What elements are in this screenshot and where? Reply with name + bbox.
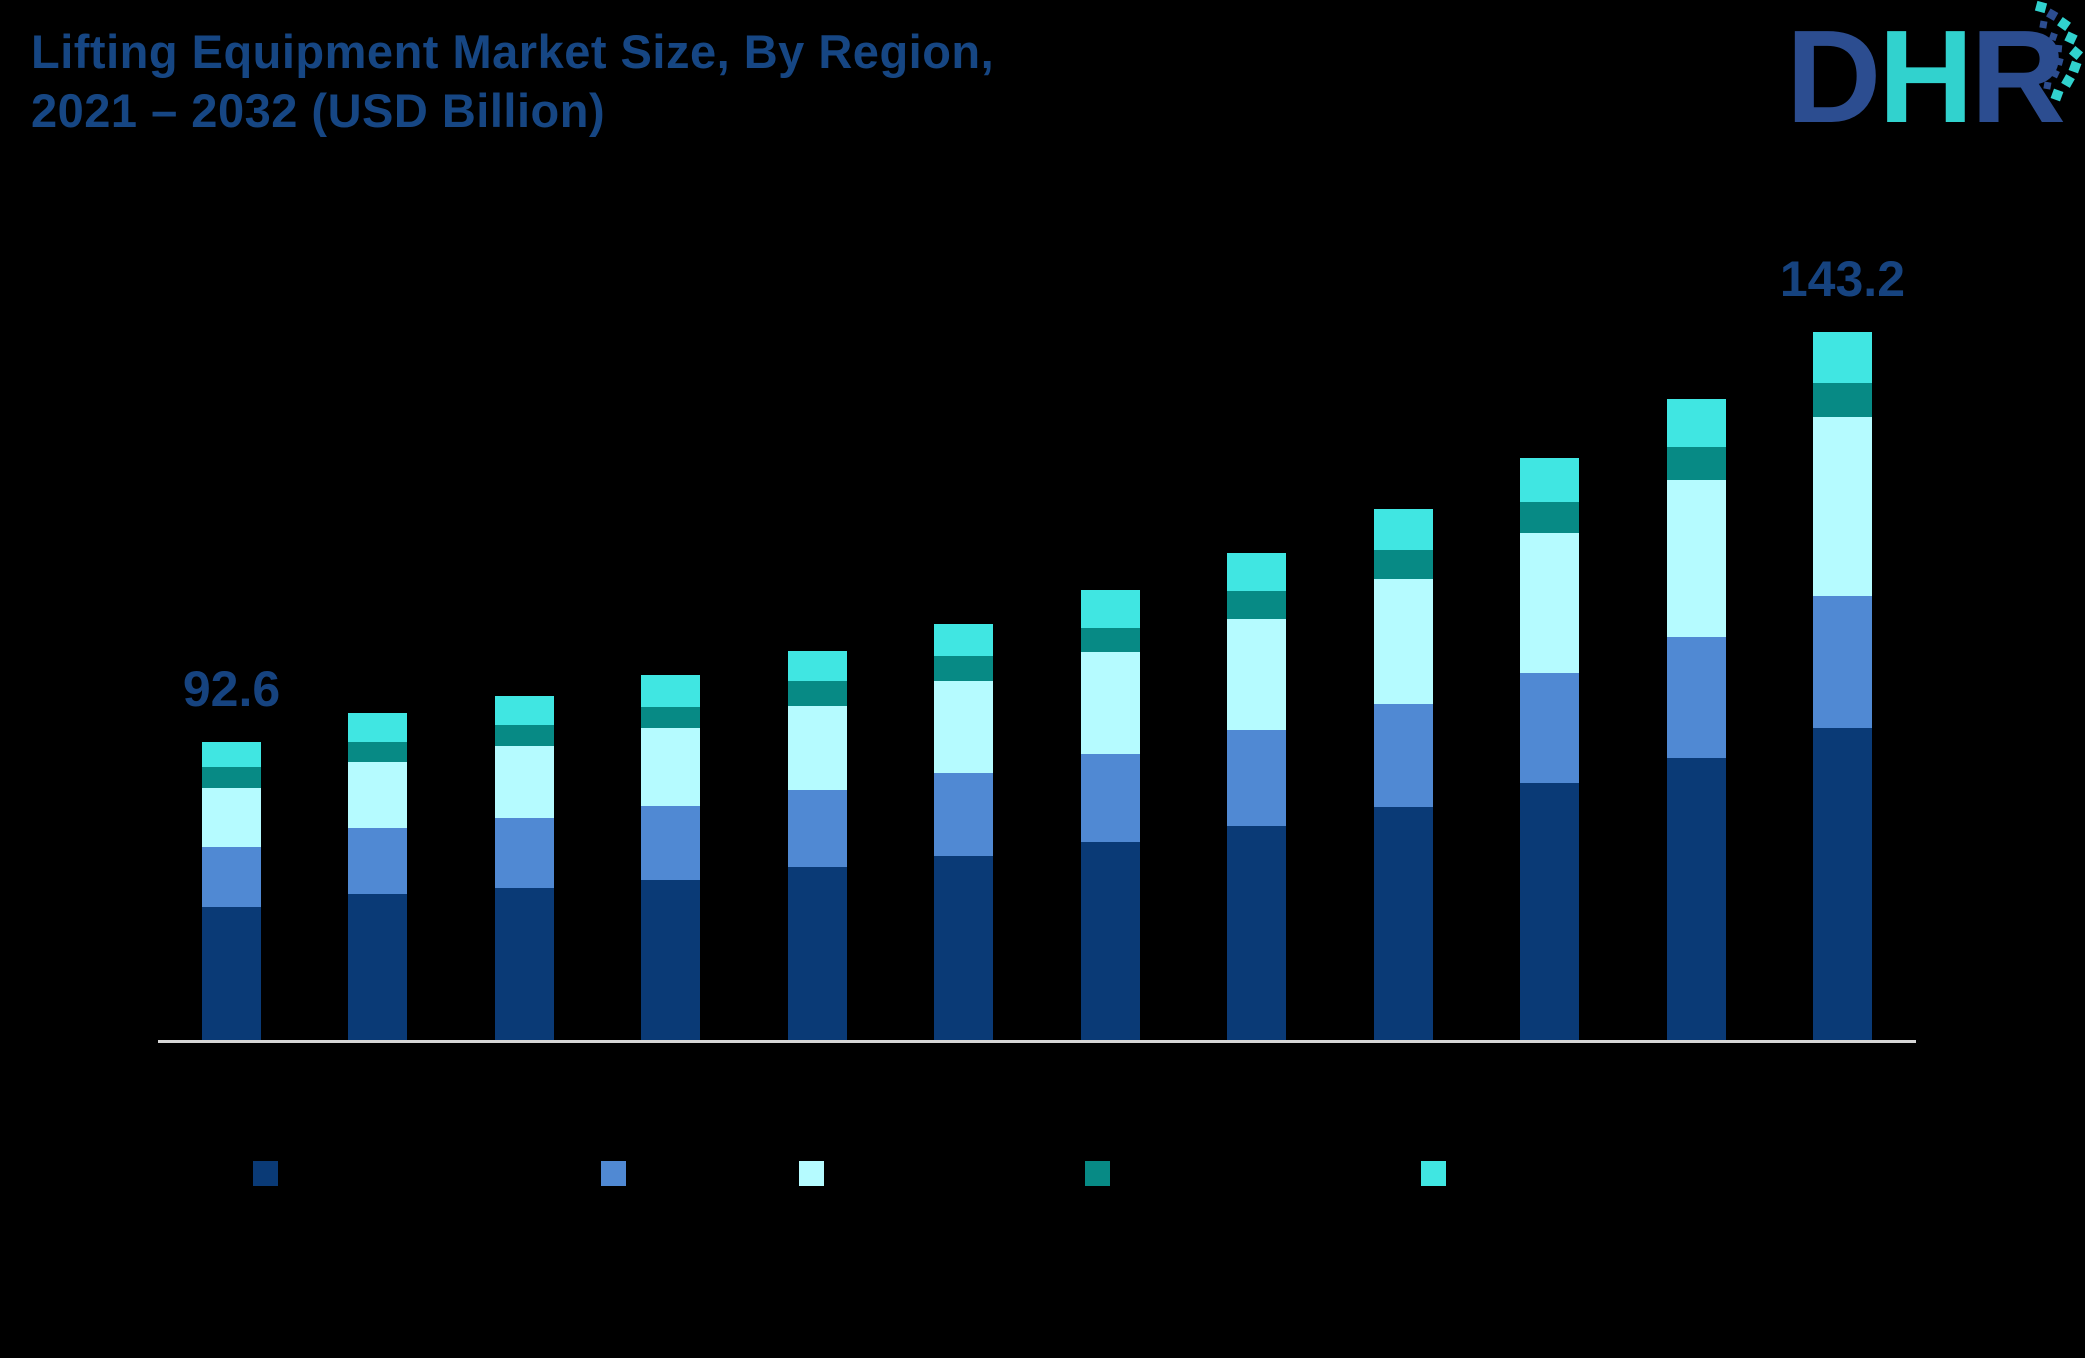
segment-series-2-cornflower-2030 (1520, 672, 1580, 784)
legend-marker-4 (1085, 1161, 1110, 1186)
segment-series-5-turquoise-2030 (1520, 458, 1580, 503)
bar-2025 (787, 651, 847, 1040)
bar-2024 (641, 675, 701, 1040)
segment-series-2-cornflower-2024 (641, 806, 701, 881)
segment-series-1-navy-2031 (1666, 758, 1726, 1040)
segment-series-4-teal-2032 (1812, 382, 1872, 417)
segment-series-1-navy-2029 (1373, 806, 1433, 1040)
bar-2026 (934, 623, 994, 1040)
bar-2023 (494, 696, 554, 1040)
bar-2027 (1080, 590, 1140, 1040)
bar-2032 (1812, 332, 1872, 1040)
segment-series-5-turquoise-2024 (641, 675, 701, 707)
segment-series-5-turquoise-2023 (494, 696, 554, 725)
segment-series-1-navy-2028 (1227, 826, 1287, 1040)
segment-series-3-pale-cyan-2026 (934, 681, 994, 773)
segment-series-5-turquoise-2028 (1227, 553, 1287, 591)
segment-series-4-teal-2021 (202, 766, 261, 788)
segment-series-1-navy-2025 (787, 867, 847, 1040)
segment-series-3-pale-cyan-2025 (787, 705, 847, 791)
chart-title: Lifting Equipment Market Size, By Region… (31, 22, 994, 140)
dhr-logo: DHR (1786, 0, 2084, 150)
logo-letter-h: H (1878, 3, 1970, 150)
bar-2021 (202, 741, 261, 1040)
segment-series-1-navy-2024 (641, 880, 701, 1040)
segment-series-2-cornflower-2025 (787, 790, 847, 868)
segment-series-5-turquoise-2031 (1666, 399, 1726, 447)
chart-title-line1: Lifting Equipment Market Size, By Region… (31, 25, 995, 78)
segment-series-5-turquoise-2026 (934, 623, 994, 656)
segment-series-3-pale-cyan-2023 (494, 746, 554, 818)
segment-series-2-cornflower-2032 (1812, 596, 1872, 728)
segment-series-1-navy-2022 (348, 894, 408, 1040)
logo-radiating-squares-icon (2034, 0, 2084, 102)
segment-series-1-navy-2023 (494, 888, 554, 1040)
x-axis-line (158, 1040, 1916, 1043)
segment-series-1-navy-2030 (1520, 783, 1580, 1040)
segment-series-4-teal-2030 (1520, 502, 1580, 534)
logo-letter-d: D (1786, 3, 1878, 150)
legend-marker-2 (601, 1161, 626, 1186)
segment-series-2-cornflower-2027 (1080, 753, 1140, 842)
segment-series-3-pale-cyan-2030 (1520, 533, 1580, 673)
segment-series-2-cornflower-2028 (1227, 730, 1287, 827)
segment-series-1-navy-2021 (202, 906, 261, 1040)
segment-series-4-teal-2022 (348, 741, 408, 762)
segment-series-3-pale-cyan-2028 (1227, 619, 1287, 730)
segment-series-2-cornflower-2021 (202, 846, 261, 907)
segment-series-5-turquoise-2027 (1080, 590, 1140, 628)
segment-series-2-cornflower-2022 (348, 828, 408, 895)
bar-2022 (348, 713, 408, 1040)
segment-series-2-cornflower-2023 (494, 817, 554, 889)
segment-series-4-teal-2028 (1227, 590, 1287, 620)
segment-series-3-pale-cyan-2031 (1666, 479, 1726, 637)
legend-marker-5 (1421, 1161, 1446, 1186)
segment-series-3-pale-cyan-2032 (1812, 416, 1872, 597)
segment-series-1-navy-2032 (1812, 727, 1872, 1040)
segment-series-4-teal-2031 (1666, 446, 1726, 480)
value-label-2032: 143.2 (1779, 251, 1905, 308)
segment-series-4-teal-2024 (641, 706, 701, 728)
segment-series-3-pale-cyan-2029 (1373, 579, 1433, 704)
segment-series-3-pale-cyan-2022 (348, 761, 408, 829)
segment-series-5-turquoise-2029 (1373, 509, 1433, 551)
segment-series-5-turquoise-2025 (787, 651, 847, 682)
chart-title-line2: 2021 – 2032 (USD Billion) (31, 84, 606, 137)
segment-series-4-teal-2026 (934, 655, 994, 682)
bar-2028 (1227, 553, 1287, 1040)
segment-series-4-teal-2025 (787, 681, 847, 706)
bar-2031 (1666, 399, 1726, 1040)
segment-series-4-teal-2027 (1080, 627, 1140, 652)
segment-series-2-cornflower-2029 (1373, 703, 1433, 807)
segment-series-5-turquoise-2021 (202, 741, 261, 767)
segment-series-2-cornflower-2031 (1666, 636, 1726, 759)
segment-series-1-navy-2027 (1080, 841, 1140, 1040)
segment-series-2-cornflower-2026 (934, 772, 994, 857)
segment-series-4-teal-2029 (1373, 550, 1433, 580)
legend-marker-3 (799, 1161, 824, 1186)
segment-series-3-pale-cyan-2021 (202, 787, 261, 847)
bar-2029 (1373, 509, 1433, 1040)
segment-series-4-teal-2023 (494, 724, 554, 747)
segment-series-5-turquoise-2022 (348, 713, 408, 742)
value-label-2021: 92.6 (182, 660, 281, 717)
segment-series-3-pale-cyan-2027 (1080, 651, 1140, 754)
legend-marker-1 (253, 1161, 278, 1186)
logo-text: DHR (1786, 3, 2064, 150)
bar-2030 (1520, 458, 1580, 1040)
logo-letter-r: R (1971, 3, 2064, 150)
segment-series-1-navy-2026 (934, 856, 994, 1040)
segment-series-3-pale-cyan-2024 (641, 727, 701, 807)
segment-series-5-turquoise-2032 (1812, 332, 1872, 383)
